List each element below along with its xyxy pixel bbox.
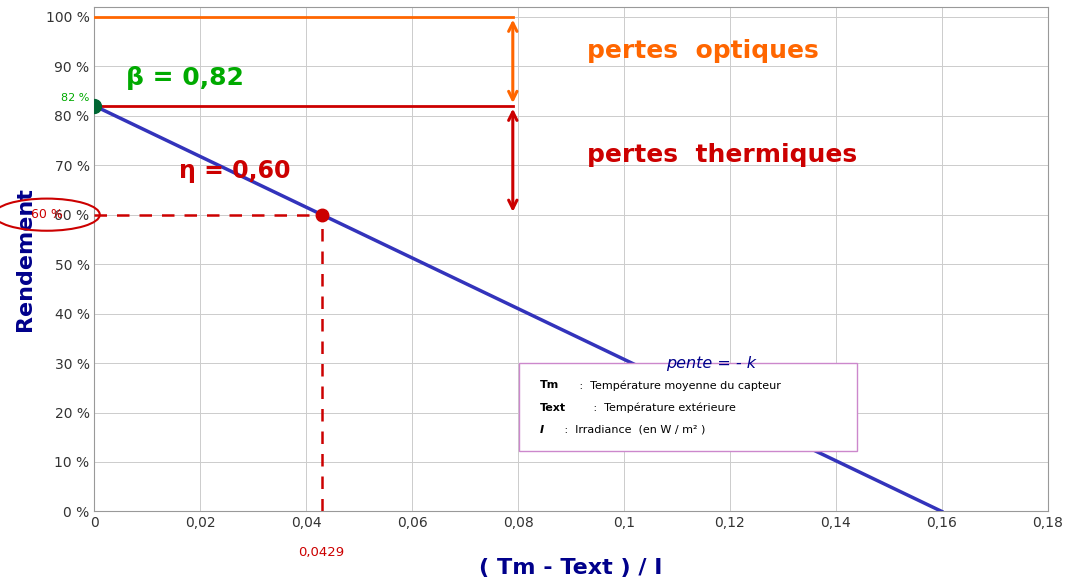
- Text: pente = - k: pente = - k: [667, 356, 756, 370]
- Text: pertes  thermiques: pertes thermiques: [587, 143, 857, 167]
- X-axis label: ( Tm - Text ) / I: ( Tm - Text ) / I: [479, 558, 662, 578]
- Text: 0,0429: 0,0429: [299, 546, 345, 559]
- Text: :  Irradiance  (en W / m² ): : Irradiance (en W / m² ): [561, 425, 705, 435]
- FancyBboxPatch shape: [519, 363, 857, 451]
- Text: β = 0,82: β = 0,82: [126, 66, 244, 90]
- Text: η = 0,60: η = 0,60: [179, 159, 291, 183]
- Text: Text: Text: [539, 402, 566, 412]
- Text: pertes  optiques: pertes optiques: [587, 39, 819, 63]
- Text: :  Température extérieure: : Température extérieure: [591, 402, 736, 413]
- Text: I: I: [539, 425, 544, 435]
- Text: :  Température moyenne du capteur: : Température moyenne du capteur: [576, 380, 781, 391]
- Text: 82 %: 82 %: [61, 94, 89, 104]
- Text: 60 %: 60 %: [31, 208, 63, 221]
- Y-axis label: Rendement: Rendement: [15, 187, 34, 331]
- Text: Tm: Tm: [539, 380, 559, 390]
